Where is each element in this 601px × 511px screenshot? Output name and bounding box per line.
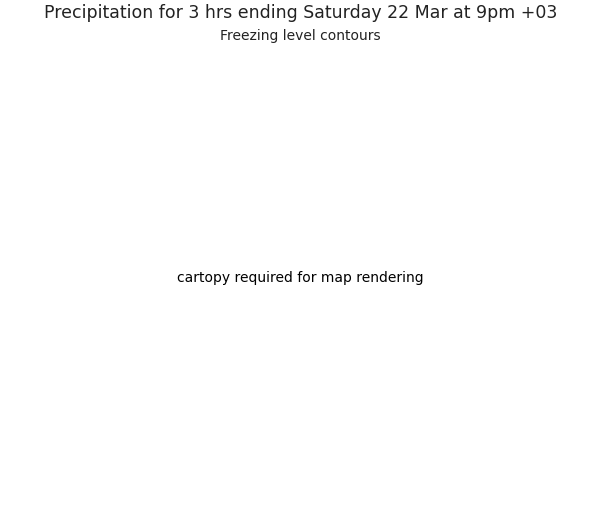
- Text: cartopy required for map rendering: cartopy required for map rendering: [177, 271, 424, 285]
- Text: Precipitation for 3 hrs ending Saturday 22 Mar at 9pm +03: Precipitation for 3 hrs ending Saturday …: [44, 4, 557, 21]
- Text: Freezing level contours: Freezing level contours: [220, 29, 381, 43]
